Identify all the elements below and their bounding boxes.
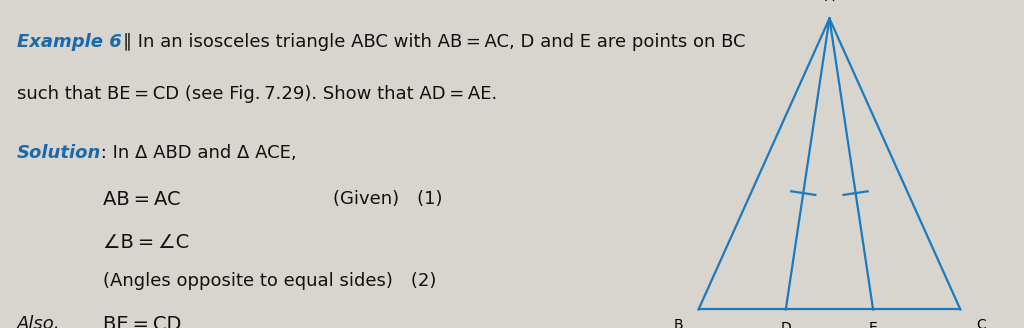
Text: (Angles opposite to equal sides) (2): (Angles opposite to equal sides) (2) bbox=[103, 272, 436, 290]
Text: C: C bbox=[976, 318, 986, 328]
Text: D: D bbox=[780, 321, 792, 328]
Text: : In Δ ABD and Δ ACE,: : In Δ ABD and Δ ACE, bbox=[95, 144, 297, 162]
Text: ∠B = ∠C: ∠B = ∠C bbox=[103, 233, 189, 252]
Text: BE = CD: BE = CD bbox=[103, 315, 181, 328]
Text: ∥ In an isosceles triangle ABC with AB = AC, D and E are points on BC: ∥ In an isosceles triangle ABC with AB =… bbox=[123, 33, 745, 51]
Text: (Given) (1): (Given) (1) bbox=[333, 190, 442, 208]
Text: Also,: Also, bbox=[16, 315, 60, 328]
Text: Solution: Solution bbox=[16, 144, 101, 162]
Text: A: A bbox=[824, 0, 835, 4]
Text: Example 6: Example 6 bbox=[16, 33, 122, 51]
Text: AB = AC: AB = AC bbox=[103, 190, 181, 209]
Text: B: B bbox=[674, 318, 683, 328]
Text: such that BE = CD (see Fig. 7.29). Show that AD = AE.: such that BE = CD (see Fig. 7.29). Show … bbox=[16, 85, 497, 103]
Text: E: E bbox=[868, 321, 878, 328]
